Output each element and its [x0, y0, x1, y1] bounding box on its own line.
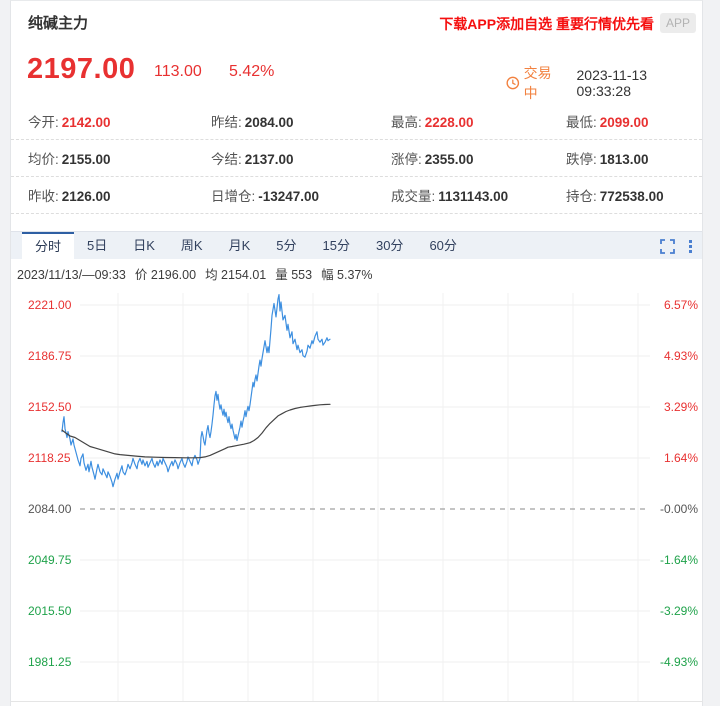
- tab-30分[interactable]: 30分: [375, 238, 404, 253]
- period-tabbar: 分时 5日 日K 周K 月K 5分 15分 30分 60分: [11, 231, 702, 259]
- stat-cell: 跌停: 1813.00: [566, 148, 702, 168]
- stat-cell: 昨结: 2084.00: [211, 111, 391, 131]
- readout-segment: 均 2154.01: [205, 268, 267, 282]
- readout-segment: 幅 5.37%: [321, 268, 373, 282]
- stat-cell: 持仓: 772538.00: [566, 185, 702, 205]
- price-line: [61, 294, 331, 488]
- tab-月K[interactable]: 月K: [228, 238, 251, 253]
- readout-segment: 量 553: [275, 268, 313, 282]
- stats-row: 昨收: 2126.00 日增仓: -13247.00 成交量: 1131143.00 持仓:…: [11, 177, 702, 214]
- stat-cell: 成交量: 1131143.00: [391, 185, 566, 205]
- download-app-promo-link[interactable]: 下载APP添加自选 重要行情优先看: [439, 16, 654, 32]
- stats-row: 今开: 2142.00 昨结: 2084.00 最高: 2228.00 最低: 2099.00: [11, 103, 702, 140]
- y-axis-right-tick: -3.29%: [660, 604, 698, 618]
- app-badge-button[interactable]: APP: [660, 13, 696, 33]
- price-change-percent: 5.42%: [229, 63, 275, 80]
- last-price: 2197.00: [27, 53, 136, 85]
- stat-cell: 日增仓: -13247.00: [211, 185, 391, 205]
- stat-value: 1813.00: [599, 152, 649, 167]
- stat-label: 日增仓:: [211, 189, 256, 204]
- tab-15分[interactable]: 15分: [322, 238, 350, 253]
- stat-value: 2355.00: [424, 152, 474, 167]
- tab-5日[interactable]: 5日: [87, 238, 108, 253]
- stat-label: 昨结:: [211, 115, 242, 130]
- stat-cell: 均价: 2155.00: [28, 148, 211, 168]
- period-tabs: 分时 5日 日K 周K 月K 5分 15分 30分 60分: [11, 232, 470, 259]
- y-axis-left-tick: 1981.25: [28, 655, 72, 669]
- y-axis-left-tick: 2221.00: [28, 298, 72, 312]
- stat-label: 最低:: [566, 115, 597, 130]
- quote-card: 纯碱主力 下载APP添加自选 重要行情优先看 APP 2197.00 113.0…: [10, 0, 703, 706]
- stat-value: 2142.00: [61, 115, 111, 130]
- stat-label: 跌停:: [566, 152, 597, 167]
- stat-value: 1131143.00: [438, 189, 509, 204]
- stat-cell: 最高: 2228.00: [391, 111, 566, 131]
- intraday-chart[interactable]: 2221.00 6.57% 2186.75 4.93% 2152.50 3.29% 2118…: [0, 288, 720, 706]
- average-line: [61, 403, 331, 459]
- y-axis-right-tick: 6.57%: [664, 298, 698, 312]
- y-axis-left-tick: 2186.75: [28, 349, 72, 363]
- quote-stats-grid: 今开: 2142.00 昨结: 2084.00 最高: 2228.00 最低: 2099.00…: [11, 103, 702, 214]
- y-axis-right-tick: 3.29%: [664, 400, 698, 414]
- stat-label: 昨收:: [28, 189, 59, 204]
- more-options-icon[interactable]: [687, 238, 694, 255]
- tab-日K[interactable]: 日K: [133, 238, 155, 253]
- stat-value: 2137.00: [244, 152, 294, 167]
- stat-value: 2155.00: [61, 152, 111, 167]
- stat-cell: 昨收: 2126.00: [28, 185, 211, 205]
- stat-label: 今开:: [28, 115, 59, 130]
- y-axis-right-tick: -4.93%: [660, 655, 698, 669]
- clock-icon: [506, 76, 520, 90]
- chart-readout-line: 2023/11/13/—09:33 价 2196.00 均 2154.01 量 553…: [17, 264, 382, 283]
- stat-value: -13247.00: [258, 189, 320, 204]
- y-axis-left-tick: 2152.50: [28, 400, 72, 414]
- stat-cell: 最低: 2099.00: [566, 111, 702, 131]
- tab-分时[interactable]: 分时: [22, 232, 75, 259]
- contract-title: 纯碱主力: [28, 15, 89, 32]
- y-axis-right-tick: 4.93%: [664, 349, 698, 363]
- trading-status: 交易中 2023-11-13 09:33:28: [506, 63, 702, 103]
- stat-label: 成交量:: [391, 189, 436, 204]
- y-axis-right-tick: -0.00%: [660, 502, 698, 516]
- tab-60分[interactable]: 60分: [429, 238, 457, 253]
- stat-value: 2084.00: [244, 115, 294, 130]
- readout-segment: 2023/11/13/—09:33: [17, 268, 126, 282]
- y-axis-right-tick: 1.64%: [664, 451, 698, 465]
- status-label: 交易中: [523, 65, 552, 101]
- readout-segment: 价 2196.00: [134, 268, 197, 282]
- stat-label: 持仓:: [566, 189, 597, 204]
- stat-label: 今结:: [211, 152, 242, 167]
- chart-toolbar: [660, 232, 694, 260]
- stat-cell: 今结: 2137.00: [211, 148, 391, 168]
- stat-value: 2126.00: [61, 189, 111, 204]
- stat-cell: 今开: 2142.00: [28, 111, 211, 131]
- price-change: 113.00: [154, 63, 202, 80]
- y-axis-left-tick: 2084.00: [28, 502, 72, 516]
- y-axis-left-tick: 2015.50: [28, 604, 72, 618]
- tab-5分[interactable]: 5分: [276, 238, 297, 253]
- stat-value: 2099.00: [599, 115, 649, 130]
- y-axis-left-tick: 2049.75: [28, 553, 72, 567]
- stat-value: 2228.00: [424, 115, 474, 130]
- stats-row: 均价: 2155.00 今结: 2137.00 涨停: 2355.00 跌停: 1813.00: [11, 140, 702, 177]
- quote-datetime: 2023-11-13 09:33:28: [576, 67, 648, 99]
- stat-cell: 涨停: 2355.00: [391, 148, 566, 168]
- y-axis-left-tick: 2118.25: [28, 451, 71, 465]
- tab-周K[interactable]: 周K: [180, 238, 203, 253]
- stat-label: 涨停:: [391, 152, 422, 167]
- stat-label: 均价:: [28, 152, 59, 167]
- fullscreen-icon[interactable]: [660, 238, 675, 254]
- stat-label: 最高:: [391, 115, 422, 130]
- y-axis-right-tick: -1.64%: [660, 553, 698, 567]
- stat-value: 772538.00: [599, 189, 664, 204]
